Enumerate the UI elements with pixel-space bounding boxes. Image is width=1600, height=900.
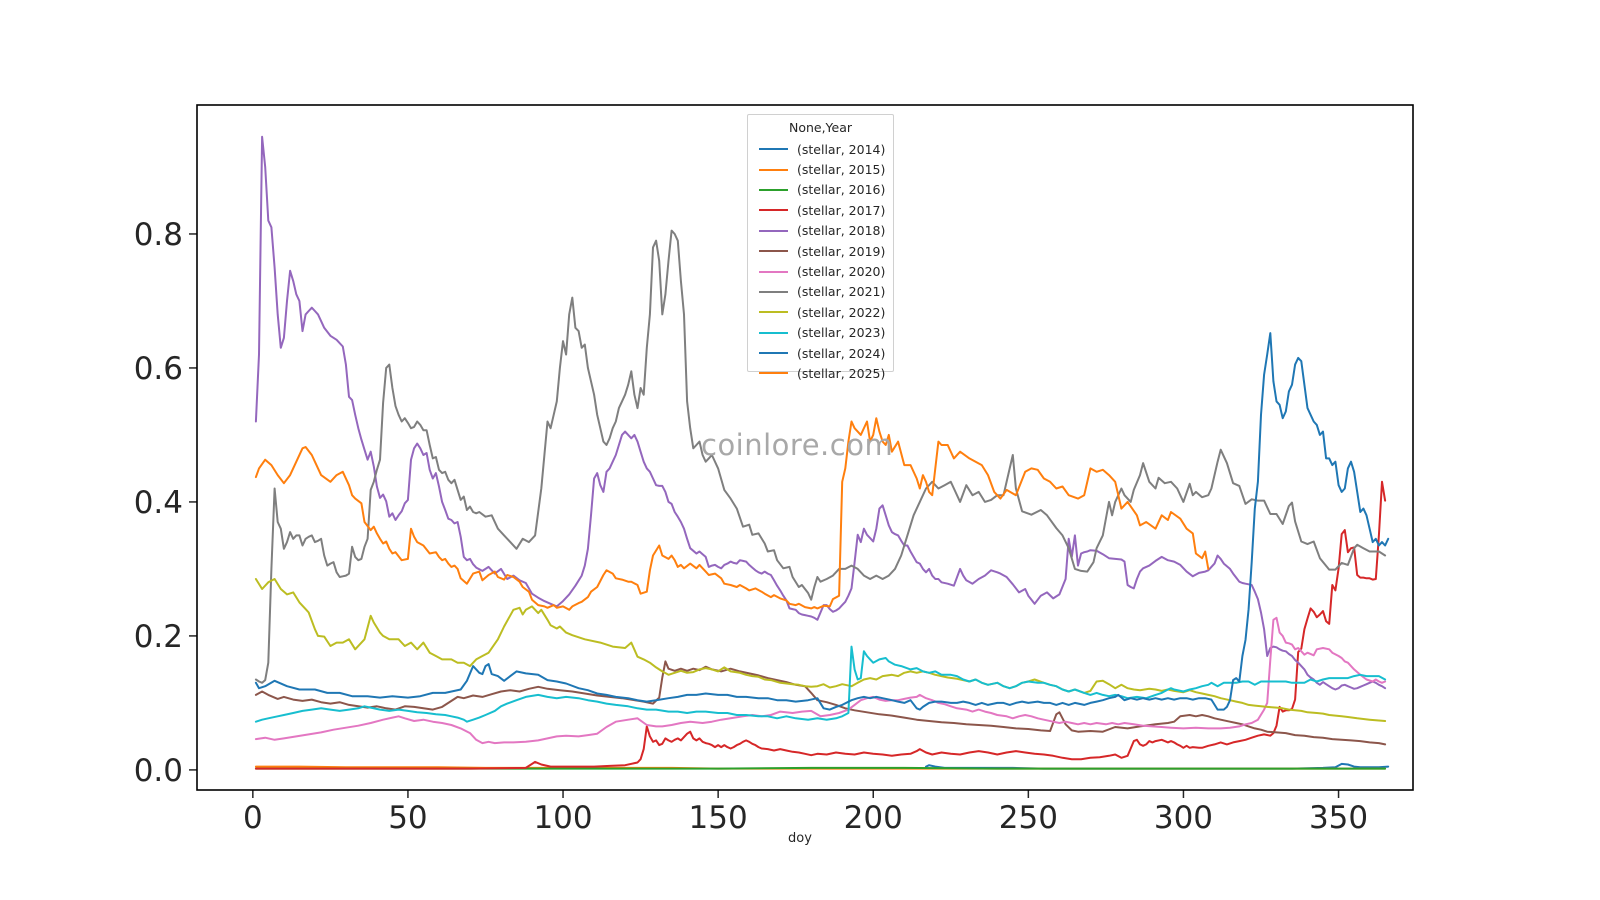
- legend-swatch-stellar-2016: [759, 188, 788, 191]
- y-tick-label: 0.2: [134, 619, 183, 655]
- y-tick-label: 0.6: [134, 351, 183, 387]
- legend-item-stellar-2016: (stellar, 2016): [748, 180, 893, 200]
- x-tick-label: 150: [689, 800, 748, 836]
- legend-swatch-stellar-2021: [759, 290, 788, 293]
- legend-item-stellar-2025: (stellar, 2025): [748, 363, 893, 383]
- series-line-stellar-2018: [254, 135, 1387, 691]
- series-line-stellar-2022: [254, 578, 1387, 722]
- legend-item-stellar-2022: (stellar, 2022): [748, 302, 893, 322]
- legend-label-stellar-2017: (stellar, 2017): [797, 202, 886, 218]
- legend-swatch-stellar-2020: [759, 270, 788, 273]
- series-line-stellar-2025: [254, 417, 1210, 611]
- legend-label-stellar-2019: (stellar, 2019): [797, 243, 886, 259]
- legend-item-stellar-2019: (stellar, 2019): [748, 241, 893, 261]
- series-line-stellar-2020: [254, 616, 1387, 745]
- legend-swatch-stellar-2018: [759, 229, 788, 232]
- legend-item-stellar-2015: (stellar, 2015): [748, 159, 893, 179]
- legend-item-stellar-2021: (stellar, 2021): [748, 282, 893, 302]
- legend-label-stellar-2024: (stellar, 2024): [797, 345, 886, 361]
- series-line-stellar-2023: [254, 645, 1387, 723]
- legend-label-stellar-2014: (stellar, 2014): [797, 141, 886, 157]
- series-line-stellar-2024: [254, 332, 1390, 711]
- y-tick-label: 0.8: [134, 217, 183, 253]
- legend-label-stellar-2022: (stellar, 2022): [797, 304, 886, 320]
- legend-item-stellar-2024: (stellar, 2024): [748, 343, 893, 363]
- x-tick-label: 200: [844, 800, 903, 836]
- legend-item-stellar-2020: (stellar, 2020): [748, 261, 893, 281]
- x-tick-label: 350: [1309, 800, 1368, 836]
- series-line-stellar-2017: [254, 480, 1387, 770]
- legend-label-stellar-2023: (stellar, 2023): [797, 325, 886, 341]
- chart-legend: None,Year (stellar, 2014) (stellar, 2015)…: [747, 114, 894, 381]
- legend-label-stellar-2018: (stellar, 2018): [797, 223, 886, 239]
- x-tick-label: 100: [533, 800, 592, 836]
- legend-swatch-stellar-2023: [759, 331, 788, 334]
- legend-item-stellar-2023: (stellar, 2023): [748, 323, 893, 343]
- plot-frame: [196, 104, 1414, 791]
- legend-label-stellar-2025: (stellar, 2025): [797, 365, 886, 381]
- legend-label-stellar-2016: (stellar, 2016): [797, 182, 886, 198]
- x-tick-label: 50: [388, 800, 427, 836]
- legend-label-stellar-2021: (stellar, 2021): [797, 284, 886, 300]
- legend-item-stellar-2014: (stellar, 2014): [748, 139, 893, 159]
- legend-label-stellar-2020: (stellar, 2020): [797, 264, 886, 280]
- legend-swatch-stellar-2015: [759, 168, 788, 171]
- y-tick-label: 0.0: [134, 753, 183, 789]
- x-tick-label: 250: [999, 800, 1058, 836]
- legend-swatch-stellar-2025: [759, 372, 788, 375]
- watermark: coinlore.com: [701, 428, 894, 462]
- y-tick-label: 0.4: [134, 485, 183, 521]
- x-tick-label: 300: [1154, 800, 1213, 836]
- legend-swatch-stellar-2019: [759, 250, 788, 253]
- legend-swatch-stellar-2017: [759, 209, 788, 212]
- series-line-stellar-2021: [254, 229, 1387, 684]
- x-tick-label: 0: [243, 800, 263, 836]
- legend-item-stellar-2017: (stellar, 2017): [748, 200, 893, 220]
- x-axis-label: doy: [788, 831, 812, 846]
- legend-items: (stellar, 2014) (stellar, 2015) (stellar, …: [748, 139, 893, 384]
- legend-swatch-stellar-2024: [759, 352, 788, 355]
- legend-swatch-stellar-2022: [759, 311, 788, 314]
- legend-swatch-stellar-2014: [759, 148, 788, 151]
- legend-item-stellar-2018: (stellar, 2018): [748, 221, 893, 241]
- legend-label-stellar-2015: (stellar, 2015): [797, 162, 886, 178]
- legend-title: None,Year: [788, 120, 853, 135]
